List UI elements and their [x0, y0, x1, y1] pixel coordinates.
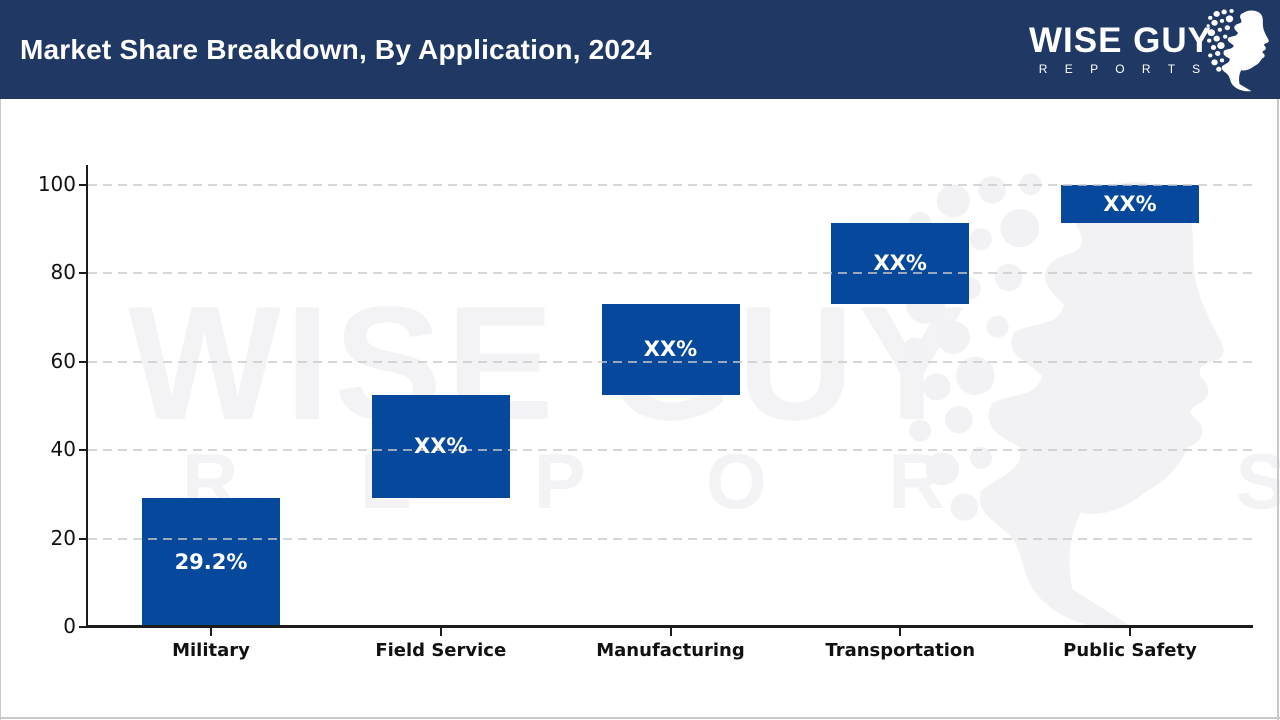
x-tick-label-military: Military [172, 640, 250, 661]
x-tick-label-public-safety: Public Safety [1063, 640, 1197, 661]
gridline-60 [88, 360, 1253, 363]
logo-subtitle: R E P O R T S [1038, 62, 1208, 76]
gridline-40 [88, 449, 1253, 452]
gridline-80 [88, 272, 1253, 275]
card-border-left [0, 99, 1, 720]
y-tick-label: 0 [63, 614, 76, 638]
x-tick-label-transportation: Transportation [825, 640, 976, 661]
logo-wordmark: WISE GUY [1028, 21, 1212, 60]
header-band: Market Share Breakdown, By Application, … [0, 0, 1280, 99]
bar-value-label: XX% [1103, 192, 1157, 216]
x-axis-spine [86, 625, 1253, 628]
x-tick-mark [439, 627, 442, 636]
gridline-100 [88, 184, 1253, 186]
gridline-20 [88, 537, 1253, 540]
y-tick-label: 80 [50, 260, 76, 285]
y-tick-mark [79, 272, 87, 275]
x-tick-label-manufacturing: Manufacturing [596, 640, 745, 661]
bar-field-service [371, 394, 510, 498]
y-tick-mark [79, 184, 87, 186]
x-tick-label-field-service: Field Service [375, 640, 507, 661]
bar-value-label: XX% [873, 251, 927, 276]
bar-value-label: XX% [414, 434, 468, 459]
y-tick-mark [79, 537, 87, 540]
y-tick-label: 60 [50, 348, 76, 373]
y-axis-spine [86, 165, 88, 627]
bar-transportation [831, 223, 970, 304]
bar-value-label: 29.2% [174, 550, 248, 575]
bar-military [142, 497, 280, 627]
x-tick-mark [899, 627, 902, 636]
bar-manufacturing [601, 303, 740, 395]
bar-public-safety [1061, 185, 1199, 223]
logo-text: WISE GUY R E P O R T S [1029, 23, 1212, 76]
y-tick-label: 100 [37, 172, 76, 196]
x-tick-mark [1129, 627, 1131, 636]
y-tick-label: 20 [50, 525, 76, 550]
x-tick-mark [669, 627, 672, 636]
y-tick-mark [79, 626, 87, 628]
card-border-bottom [0, 717, 1280, 719]
y-tick-mark [79, 449, 87, 452]
watermark-wordmark: WISE GUY [128, 273, 971, 454]
y-tick-mark [79, 360, 87, 363]
bar-value-label: XX% [643, 337, 698, 362]
wise-guy-logo: WISE GUY R E P O R T S [1029, 8, 1270, 92]
card-border-right [1277, 99, 1279, 720]
y-tick-label: 40 [50, 437, 76, 462]
x-tick-mark [210, 627, 212, 636]
chart-title: Market Share Breakdown, By Application, … [20, 33, 652, 65]
logo-head-icon [1206, 8, 1269, 91]
